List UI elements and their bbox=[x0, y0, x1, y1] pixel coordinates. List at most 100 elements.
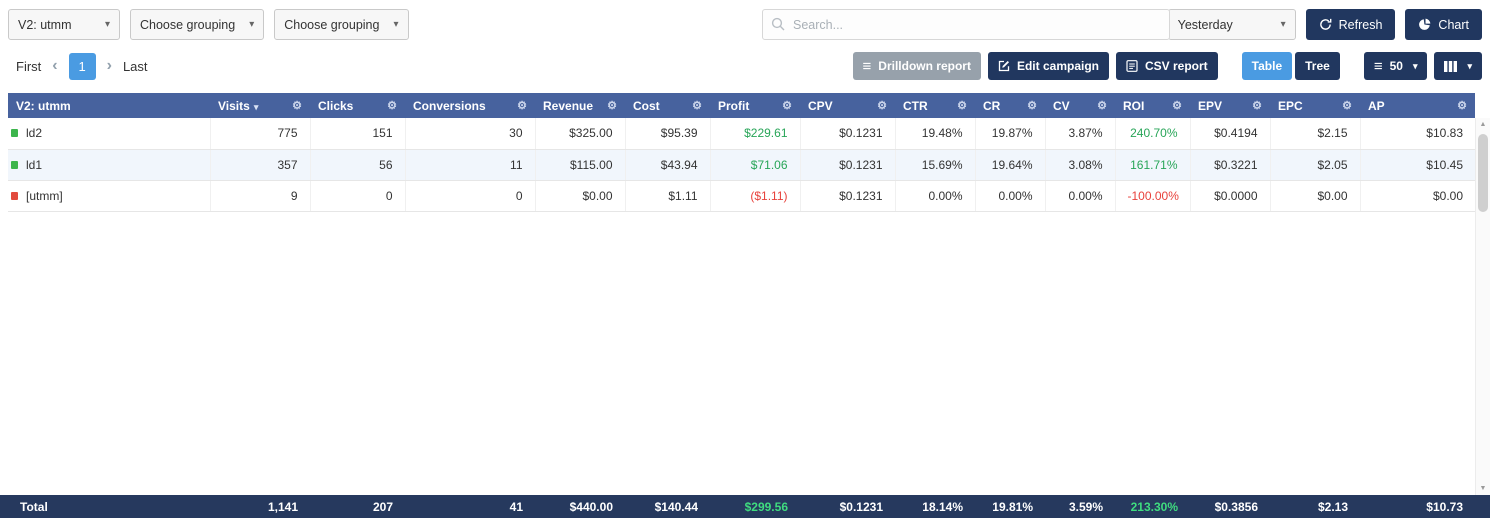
csv-report-label: CSV report bbox=[1144, 59, 1208, 73]
cell-cost: $95.39 bbox=[625, 118, 711, 150]
refresh-button[interactable]: Refresh bbox=[1305, 9, 1396, 40]
column-header-epc[interactable]: EPC ⚙ bbox=[1270, 93, 1360, 118]
column-header-conversions[interactable]: Conversions ⚙ bbox=[405, 93, 535, 118]
total-conversions: 41 bbox=[509, 499, 523, 514]
pagination-first-link[interactable]: First bbox=[16, 58, 42, 74]
table-row[interactable]: ld2 775 151 30 $325.00 $95.39 $229.61 $0.1231 19… bbox=[8, 118, 1475, 150]
top-toolbar: V2: utmm ▾ Choose grouping ▾ Choose grou… bbox=[0, 0, 1490, 49]
chevron-left-icon[interactable]: ‹ bbox=[52, 57, 58, 74]
grouping-select-1[interactable]: Choose grouping ▾ bbox=[130, 9, 265, 40]
column-settings-gear-icon[interactable]: ⚙ bbox=[782, 100, 792, 112]
rows-per-page-select[interactable]: ≡ 50 ▾ bbox=[1363, 52, 1428, 80]
total-label: Total bbox=[20, 499, 48, 514]
scroll-down-arrow-icon[interactable]: ▼ bbox=[1479, 485, 1487, 492]
cell-cr: 19.64% bbox=[975, 149, 1046, 181]
cell-cv: 3.08% bbox=[1045, 149, 1116, 181]
toolbar-right-group: Yesterday ▾ Refresh Chart bbox=[1167, 9, 1482, 40]
cell-epc: $0.00 bbox=[1270, 180, 1361, 212]
total-clicks: 207 bbox=[372, 499, 393, 514]
columns-settings-button[interactable]: ▾ bbox=[1434, 52, 1482, 80]
date-range-value: Yesterday bbox=[1177, 17, 1233, 32]
column-settings-gear-icon[interactable]: ⚙ bbox=[387, 100, 397, 112]
column-settings-gear-icon[interactable]: ⚙ bbox=[692, 100, 702, 112]
scrollbar-thumb[interactable] bbox=[1478, 134, 1488, 212]
column-settings-gear-icon[interactable]: ⚙ bbox=[1097, 100, 1107, 112]
pagination-last-link[interactable]: Last bbox=[122, 58, 148, 74]
cell-cost: $1.11 bbox=[625, 180, 711, 212]
caret-down-icon: ▾ bbox=[1280, 19, 1286, 30]
cell-cost: $43.94 bbox=[625, 149, 711, 181]
column-settings-gear-icon[interactable]: ⚙ bbox=[1252, 100, 1262, 112]
column-header-cpv[interactable]: CPV ⚙ bbox=[800, 93, 895, 118]
column-header-clicks[interactable]: Clicks ⚙ bbox=[310, 93, 405, 118]
column-header-roi[interactable]: ROI ⚙ bbox=[1115, 93, 1190, 118]
column-label: Visits ▾ bbox=[218, 98, 259, 113]
grouping-select-2[interactable]: Choose grouping ▾ bbox=[274, 9, 409, 40]
search-input[interactable] bbox=[762, 9, 1170, 40]
cell-cv: 3.87% bbox=[1045, 118, 1116, 150]
sort-desc-icon: ▾ bbox=[253, 101, 259, 112]
caret-down-icon: ▾ bbox=[1412, 60, 1418, 71]
cell-ap: $0.00 bbox=[1360, 180, 1475, 212]
column-header-epv[interactable]: EPV ⚙ bbox=[1190, 93, 1270, 118]
column-header-visits[interactable]: Visits ▾ ⚙ bbox=[210, 93, 310, 118]
table-view-button[interactable]: Table bbox=[1241, 52, 1293, 80]
campaign-select[interactable]: V2: utmm ▾ bbox=[8, 9, 120, 40]
total-epc: $2.13 bbox=[1317, 499, 1348, 514]
columns-icon bbox=[1444, 60, 1458, 72]
column-header-ctr[interactable]: CTR ⚙ bbox=[895, 93, 975, 118]
drilldown-report-button[interactable]: ≡ Drilldown report bbox=[852, 52, 981, 80]
column-settings-gear-icon[interactable]: ⚙ bbox=[607, 100, 617, 112]
scroll-up-arrow-icon[interactable]: ▲ bbox=[1479, 121, 1487, 128]
edit-campaign-button[interactable]: Edit campaign bbox=[987, 52, 1109, 80]
status-indicator bbox=[11, 191, 18, 200]
column-settings-gear-icon[interactable]: ⚙ bbox=[1457, 100, 1467, 112]
search-icon bbox=[771, 17, 785, 31]
cell-revenue: $0.00 bbox=[535, 180, 626, 212]
table-row[interactable]: ld1 357 56 11 $115.00 $43.94 $71.06 $0.1231 15.6… bbox=[8, 149, 1475, 181]
tree-view-button[interactable]: Tree bbox=[1295, 52, 1340, 80]
cell-cpv: $0.1231 bbox=[800, 118, 896, 150]
row-name-cell[interactable]: ld1 bbox=[8, 149, 211, 181]
grouping-select-2-value: Choose grouping bbox=[284, 17, 380, 32]
column-header-profit[interactable]: Profit ⚙ bbox=[710, 93, 800, 118]
column-header-name[interactable]: V2: utmm bbox=[8, 93, 210, 118]
column-header-ap[interactable]: AP ⚙ bbox=[1360, 93, 1475, 118]
total-epv: $0.3856 bbox=[1214, 499, 1258, 514]
table-row[interactable]: [utmm] 9 0 0 $0.00 $1.11 ($1.11) $0.1231 0.00% 0.… bbox=[8, 180, 1475, 212]
cell-clicks: 0 bbox=[310, 180, 406, 212]
column-header-cost[interactable]: Cost ⚙ bbox=[625, 93, 710, 118]
total-ap: $10.73 bbox=[1426, 499, 1463, 514]
column-header-cr[interactable]: CR ⚙ bbox=[975, 93, 1045, 118]
row-name-cell[interactable]: ld2 bbox=[8, 118, 211, 150]
column-settings-gear-icon[interactable]: ⚙ bbox=[1172, 100, 1182, 112]
pagination-page-1-button[interactable]: 1 bbox=[68, 52, 96, 80]
column-settings-gear-icon[interactable]: ⚙ bbox=[517, 100, 527, 112]
column-label: Cost bbox=[633, 98, 660, 113]
column-settings-gear-icon[interactable]: ⚙ bbox=[877, 100, 887, 112]
total-cv: 3.59% bbox=[1068, 499, 1103, 514]
grouping-select-1-value: Choose grouping bbox=[140, 17, 236, 32]
row-name-cell[interactable]: [utmm] bbox=[8, 180, 211, 212]
column-settings-gear-icon[interactable]: ⚙ bbox=[1342, 100, 1352, 112]
row-name: [utmm] bbox=[26, 188, 63, 203]
date-range-select[interactable]: Yesterday ▾ bbox=[1167, 9, 1296, 40]
cell-roi: 240.70% bbox=[1115, 118, 1191, 150]
chevron-right-icon[interactable]: › bbox=[106, 57, 112, 74]
column-label: EPC bbox=[1278, 98, 1303, 113]
caret-down-icon: ▾ bbox=[104, 19, 110, 30]
vertical-scrollbar[interactable]: ▲ ▼ bbox=[1475, 118, 1490, 495]
column-settings-gear-icon[interactable]: ⚙ bbox=[957, 100, 967, 112]
column-header-revenue[interactable]: Revenue ⚙ bbox=[535, 93, 625, 118]
cell-profit: $229.61 bbox=[710, 118, 801, 150]
caret-down-icon: ▾ bbox=[393, 19, 399, 30]
csv-file-icon bbox=[1126, 60, 1138, 72]
column-settings-gear-icon[interactable]: ⚙ bbox=[1027, 100, 1037, 112]
column-header-cv[interactable]: CV ⚙ bbox=[1045, 93, 1115, 118]
csv-report-button[interactable]: CSV report bbox=[1115, 52, 1218, 80]
column-settings-gear-icon[interactable]: ⚙ bbox=[292, 100, 302, 112]
chart-button[interactable]: Chart bbox=[1405, 9, 1482, 40]
column-label: EPV bbox=[1198, 98, 1223, 113]
total-roi: 213.30% bbox=[1130, 499, 1178, 514]
cell-visits: 9 bbox=[210, 180, 311, 212]
